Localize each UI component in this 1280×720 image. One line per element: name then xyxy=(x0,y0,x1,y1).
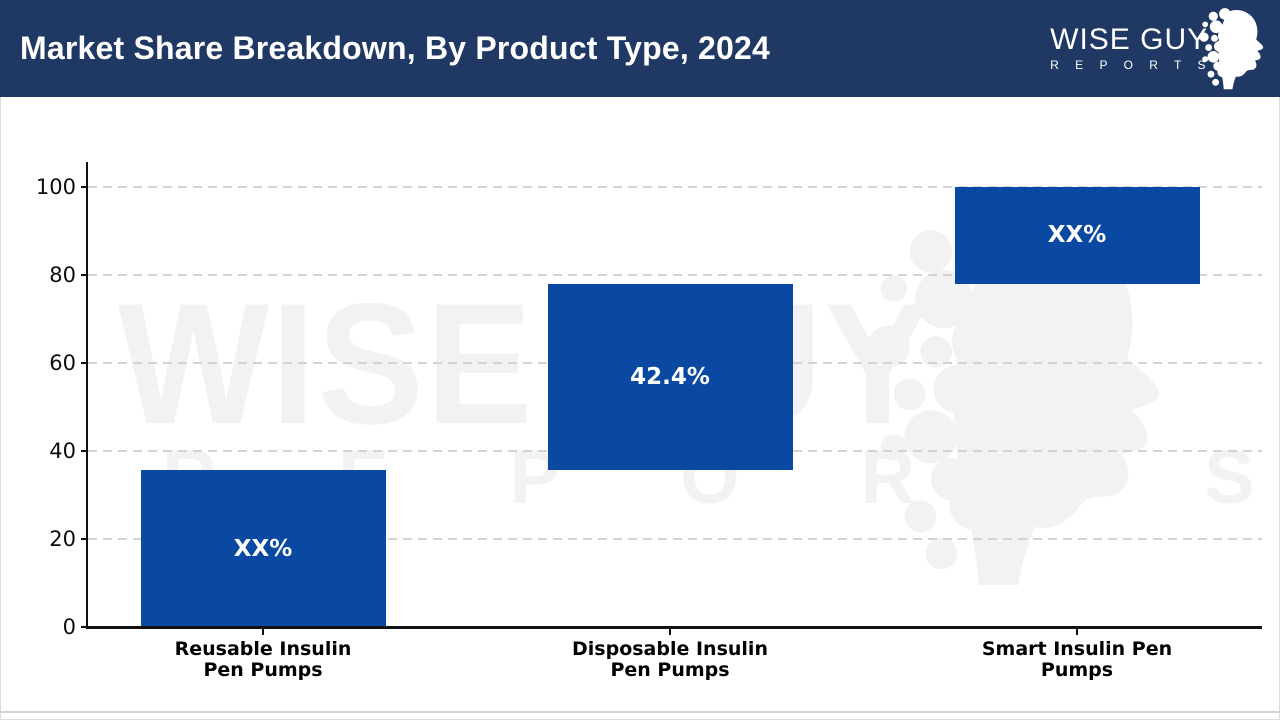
x-category-label: Disposable Insulin Pen Pumps xyxy=(572,638,768,681)
chart-title: Market Share Breakdown, By Product Type,… xyxy=(20,30,770,66)
watermark-text: WISE GUY xyxy=(118,268,933,460)
y-tick-label: 0 xyxy=(62,615,76,639)
y-tick-label: 40 xyxy=(49,439,76,463)
bar-value-label: XX% xyxy=(233,535,293,562)
y-tick-mark xyxy=(81,626,87,628)
gridline xyxy=(88,274,1262,276)
x-tick-mark xyxy=(669,629,671,635)
brand-face-icon xyxy=(1196,7,1270,91)
bar-segment: 42.4% xyxy=(547,283,793,471)
bar-value-label: 42.4% xyxy=(630,364,710,391)
brand-subtitle: R E P O R T S xyxy=(1050,58,1212,72)
y-tick-label: 80 xyxy=(49,263,76,287)
y-tick-mark xyxy=(81,186,87,188)
y-tick-mark xyxy=(81,362,87,364)
header-bar: Market Share Breakdown, By Product Type,… xyxy=(0,0,1280,97)
bar-segment: XX% xyxy=(140,470,386,627)
x-tick-mark xyxy=(262,629,264,635)
y-axis-line xyxy=(86,162,88,629)
brand-name: WISE GUY xyxy=(1050,23,1209,56)
gridline xyxy=(88,186,1262,188)
bar-value-label: XX% xyxy=(1047,222,1107,249)
x-category-label: Smart Insulin Pen Pumps xyxy=(981,638,1173,681)
bottom-border xyxy=(0,711,1280,713)
y-tick-mark xyxy=(81,538,87,540)
y-tick-label: 100 xyxy=(35,175,76,199)
y-tick-label: 60 xyxy=(49,351,76,375)
x-category-label: Reusable Insulin Pen Pumps xyxy=(174,638,352,681)
y-tick-label: 20 xyxy=(49,527,76,551)
x-tick-mark xyxy=(1076,629,1078,635)
brand-text: WISE GUY R E P O R T S xyxy=(1050,23,1212,73)
x-axis-line xyxy=(86,626,1262,629)
bar-segment: XX% xyxy=(954,187,1200,284)
y-tick-mark xyxy=(81,274,87,276)
gridline xyxy=(88,538,1262,540)
brand-logo: WISE GUY R E P O R T S xyxy=(1050,7,1270,91)
y-tick-mark xyxy=(81,450,87,452)
